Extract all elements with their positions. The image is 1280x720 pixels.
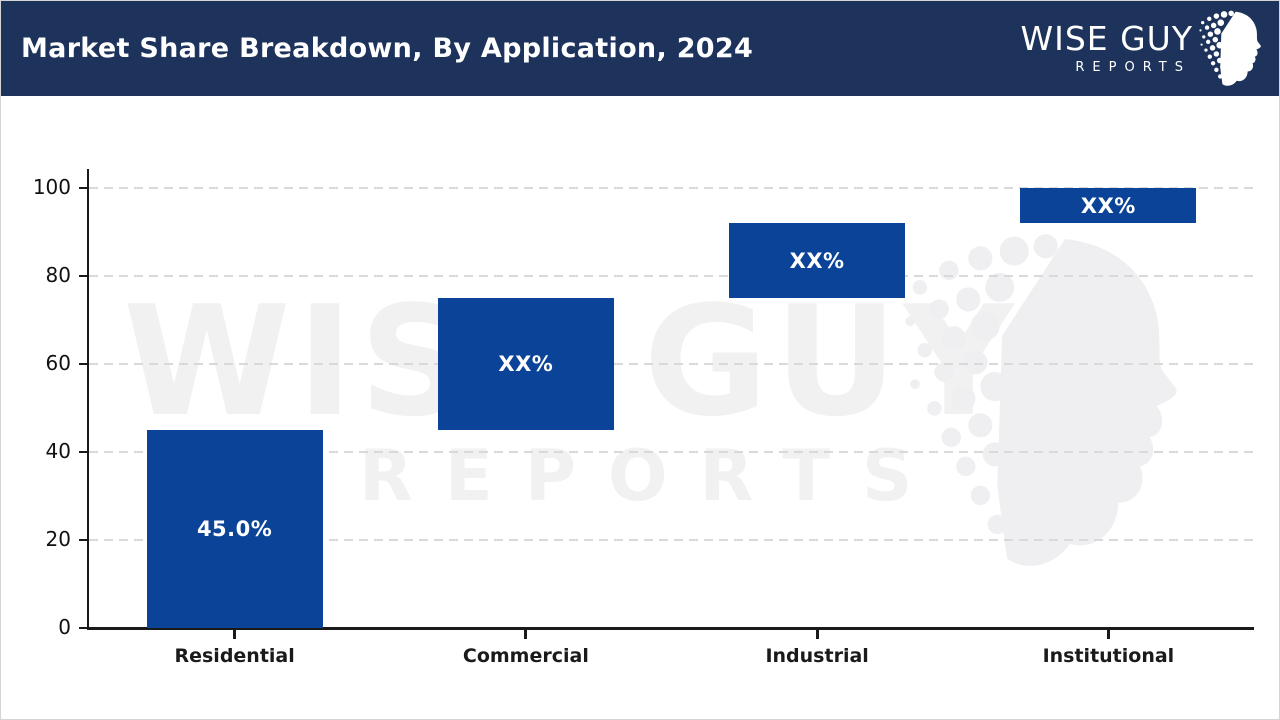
- gridline-40: [89, 451, 1254, 453]
- bar-value-label: XX%: [1080, 193, 1136, 218]
- logo-face-icon: [1199, 10, 1261, 86]
- chart-title: Market Share Breakdown, By Application, …: [21, 33, 754, 64]
- x-axis-spine: [87, 627, 1254, 630]
- gridline-100: [89, 187, 1254, 189]
- gridline-80: [89, 275, 1254, 277]
- plot-area: 0 20 40 60 80 100 45.0% Residential XX% Commercia…: [33, 169, 1254, 667]
- y-tick-mark: [79, 187, 88, 189]
- y-tick-mark: [79, 363, 88, 365]
- y-tick-mark: [79, 451, 88, 453]
- y-axis-spine: [87, 169, 89, 628]
- bar-value-label: 45.0%: [196, 517, 273, 541]
- bar-commercial: XX%: [437, 298, 614, 430]
- logo-wordmark: WISE GUY: [1020, 19, 1193, 58]
- x-tick-mark: [524, 630, 528, 639]
- y-axis-tick-label: 60: [45, 351, 71, 375]
- header-bar: Market Share Breakdown, By Application, …: [1, 1, 1279, 96]
- bar-value-label: XX%: [498, 352, 554, 376]
- x-tick-mark: [1106, 630, 1110, 639]
- bar-industrial: XX%: [729, 223, 906, 298]
- bar-residential: 45.0%: [146, 430, 323, 628]
- y-axis-tick-label: 20: [45, 527, 71, 551]
- y-axis-tick-label: 0: [58, 615, 71, 639]
- gridline-60: [89, 363, 1254, 365]
- logo-wordmark-block: WISE GUY REPORTS: [1020, 22, 1193, 75]
- x-category-label: Commercial: [462, 645, 589, 667]
- y-tick-mark: [79, 275, 88, 277]
- bar-institutional: XX%: [1020, 188, 1197, 224]
- y-tick-mark: [79, 539, 88, 541]
- bar-value-label: XX%: [789, 248, 845, 273]
- wiseguy-logo: WISE GUY REPORTS: [1020, 9, 1263, 89]
- x-category-label: Institutional: [1042, 645, 1175, 667]
- y-axis-tick-label: 40: [45, 439, 71, 463]
- y-tick-mark: [79, 627, 88, 629]
- x-category-label: Industrial: [765, 645, 869, 667]
- x-tick-mark: [815, 630, 819, 639]
- x-tick-mark: [233, 630, 237, 639]
- y-axis-tick-label: 100: [32, 175, 71, 199]
- y-axis-tick-label: 80: [45, 263, 71, 287]
- logo-subtext: REPORTS: [1075, 60, 1191, 75]
- x-category-label: Residential: [174, 645, 295, 667]
- gridline-20: [89, 539, 1254, 541]
